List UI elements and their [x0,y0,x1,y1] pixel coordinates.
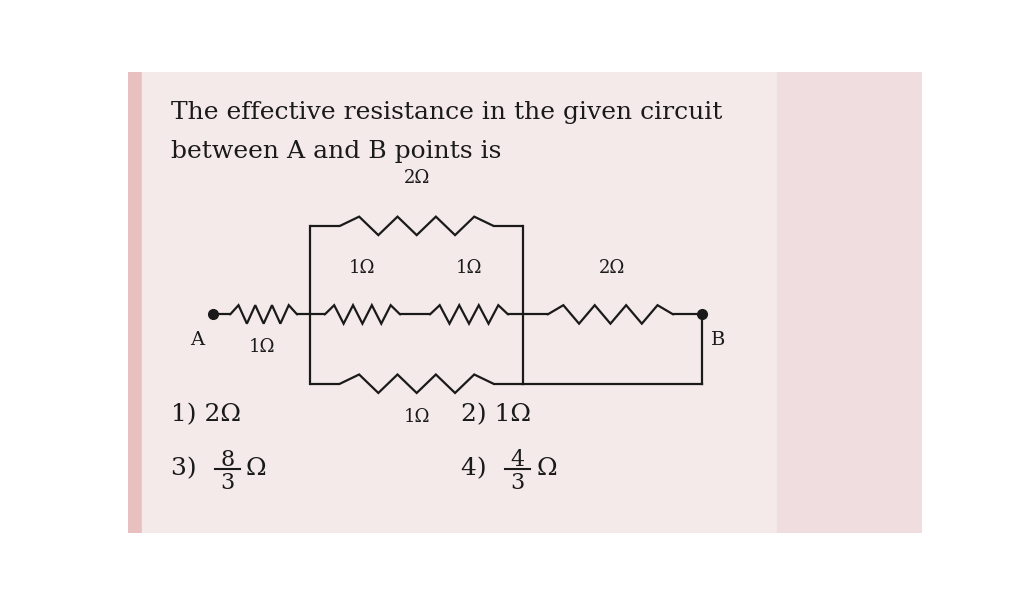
Text: 3): 3) [171,457,204,480]
Text: Ω: Ω [246,457,266,480]
Bar [142,72,777,533]
Bar [777,72,922,533]
Text: 2) 1Ω: 2) 1Ω [461,403,531,426]
Text: 1Ω: 1Ω [249,337,274,356]
Text: The effective resistance in the given circuit: The effective resistance in the given ci… [171,101,722,124]
Text: 1Ω: 1Ω [403,409,430,426]
Text: 1Ω: 1Ω [456,259,482,277]
Text: Ω: Ω [537,457,557,480]
Text: 3: 3 [220,471,234,494]
Text: 8: 8 [220,449,234,471]
Text: between A and B points is: between A and B points is [171,140,501,163]
Bar [128,72,142,533]
Text: 2Ω: 2Ω [403,170,430,187]
Text: 1) 2Ω: 1) 2Ω [171,403,241,426]
Text: A: A [189,331,204,349]
Text: 1Ω: 1Ω [349,259,376,277]
Text: 4): 4) [461,457,495,480]
Text: 4: 4 [511,449,525,471]
Text: 3: 3 [511,471,525,494]
Text: 2Ω: 2Ω [599,259,626,277]
Text: B: B [711,331,725,349]
